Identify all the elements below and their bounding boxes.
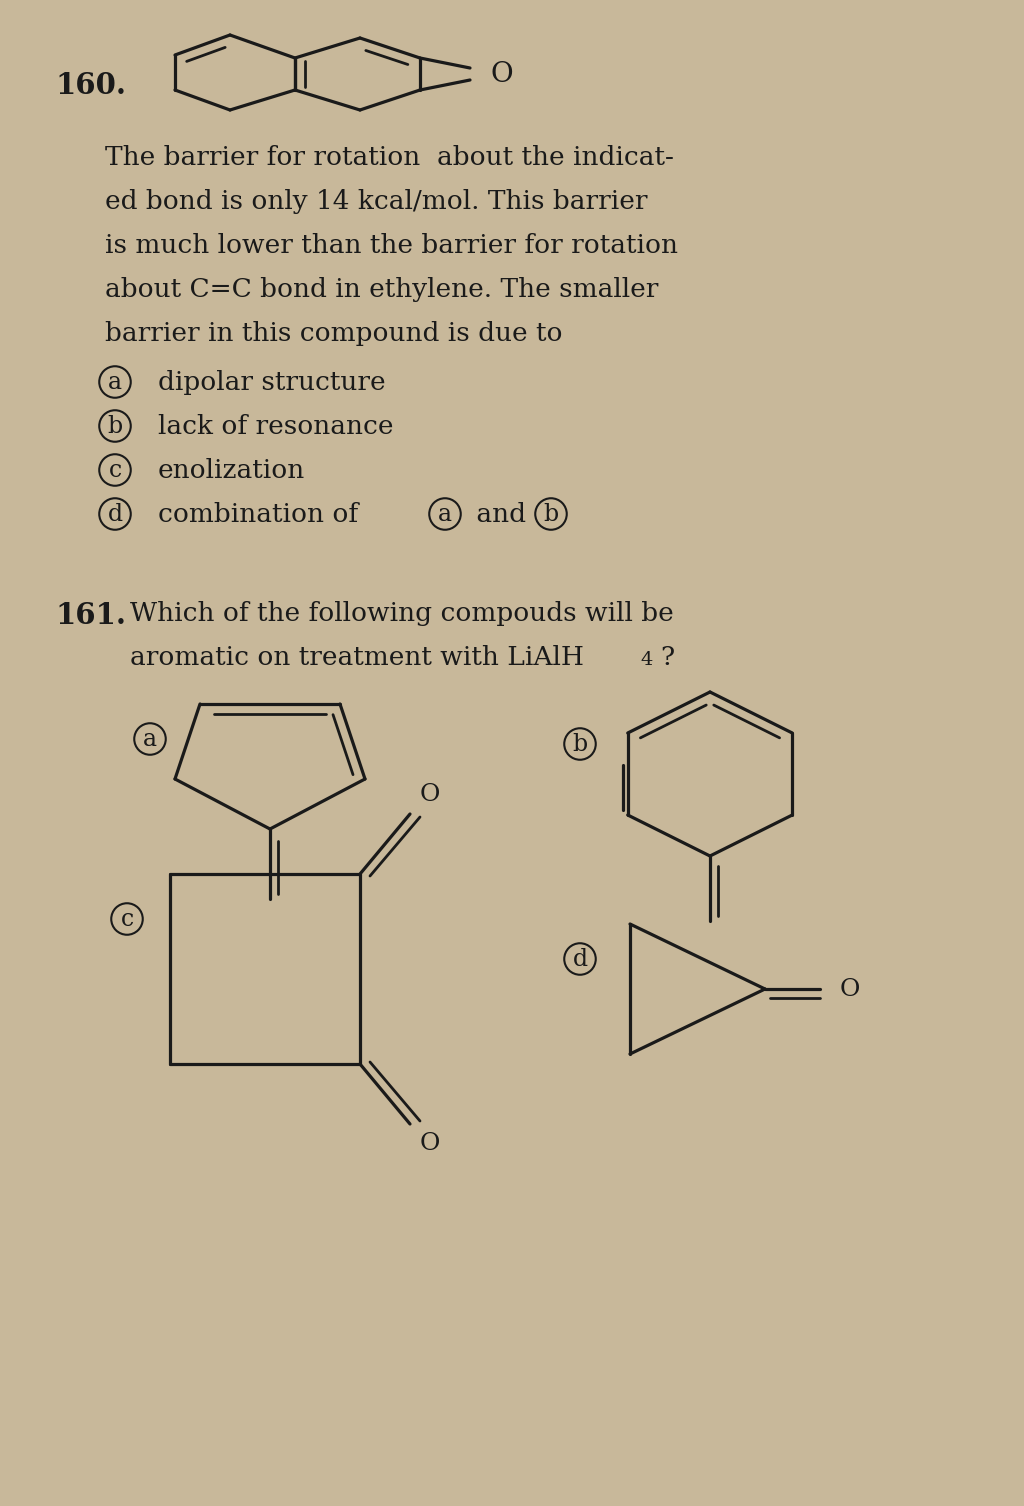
Text: dipolar structure: dipolar structure [158, 370, 386, 395]
Text: a: a [143, 727, 157, 750]
Text: is much lower than the barrier for rotation: is much lower than the barrier for rotat… [105, 233, 678, 258]
Text: b: b [572, 732, 588, 756]
Text: 160.: 160. [55, 71, 126, 99]
Text: 161.: 161. [55, 601, 126, 630]
Text: O: O [420, 1133, 440, 1155]
Text: a: a [438, 503, 452, 526]
Text: a: a [108, 370, 122, 393]
Text: aromatic on treatment with LiAlH: aromatic on treatment with LiAlH [130, 645, 584, 670]
Text: b: b [544, 503, 558, 526]
Text: The barrier for rotation  about the indicat-: The barrier for rotation about the indic… [105, 145, 674, 170]
Text: ed bond is only 14 kcal/mol. This barrier: ed bond is only 14 kcal/mol. This barrie… [105, 188, 647, 214]
Text: and: and [468, 501, 535, 527]
Text: c: c [121, 908, 133, 931]
Text: about C=C bond in ethylene. The smaller: about C=C bond in ethylene. The smaller [105, 277, 658, 303]
Text: O: O [420, 783, 440, 806]
Text: O: O [840, 977, 860, 1000]
Text: barrier in this compound is due to: barrier in this compound is due to [105, 321, 562, 346]
Text: 4: 4 [640, 651, 652, 669]
Text: O: O [490, 60, 513, 87]
Text: lack of resonance: lack of resonance [158, 414, 393, 440]
Text: d: d [108, 503, 123, 526]
Text: b: b [108, 414, 123, 438]
Text: ?: ? [660, 645, 674, 670]
Text: Which of the following compouds will be: Which of the following compouds will be [130, 601, 674, 626]
Text: combination of: combination of [158, 501, 367, 527]
Text: c: c [109, 458, 122, 482]
Text: enolization: enolization [158, 458, 305, 483]
Text: d: d [572, 947, 588, 970]
